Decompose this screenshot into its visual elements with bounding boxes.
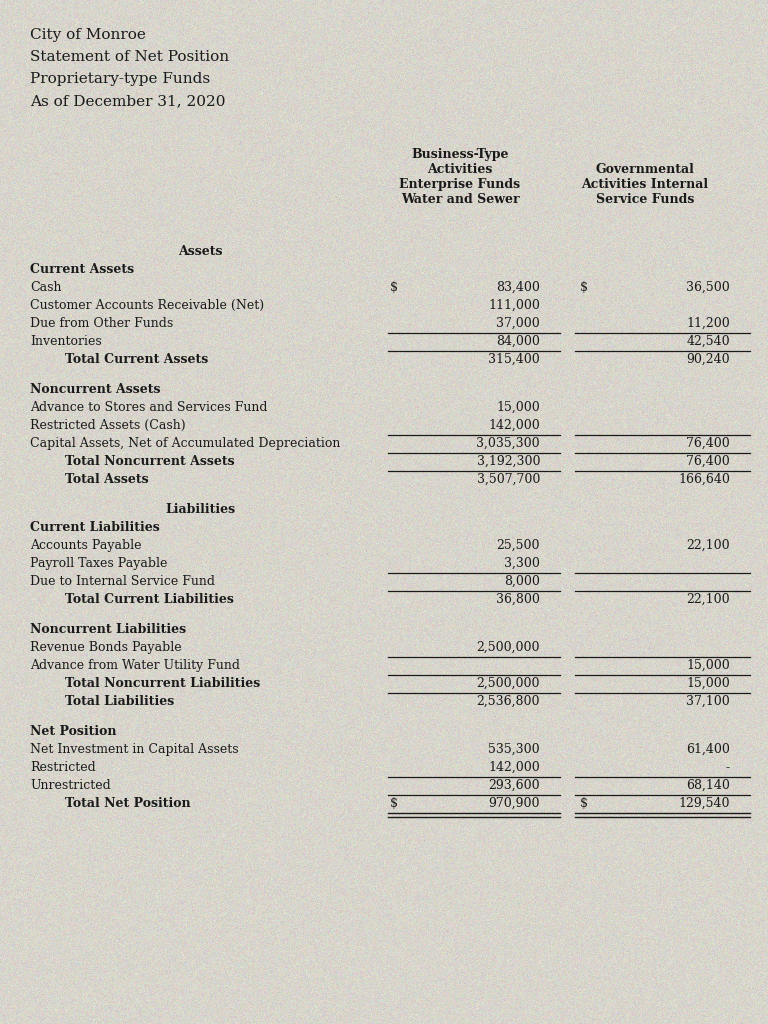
Text: Advance to Stores and Services Fund: Advance to Stores and Services Fund bbox=[30, 401, 267, 414]
Text: Due from Other Funds: Due from Other Funds bbox=[30, 317, 174, 330]
Text: 2,500,000: 2,500,000 bbox=[476, 677, 540, 690]
Text: Service Funds: Service Funds bbox=[596, 193, 694, 206]
Text: 76,400: 76,400 bbox=[687, 437, 730, 450]
Text: Payroll Taxes Payable: Payroll Taxes Payable bbox=[30, 557, 167, 570]
Text: Total Liabilities: Total Liabilities bbox=[30, 695, 174, 708]
Text: City of Monroe: City of Monroe bbox=[30, 28, 146, 42]
Text: 111,000: 111,000 bbox=[488, 299, 540, 312]
Text: Current Liabilities: Current Liabilities bbox=[30, 521, 160, 534]
Text: $: $ bbox=[390, 281, 398, 294]
Text: Assets: Assets bbox=[177, 245, 222, 258]
Text: 22,100: 22,100 bbox=[687, 539, 730, 552]
Text: Total Assets: Total Assets bbox=[30, 473, 149, 486]
Text: Capital Assets, Net of Accumulated Depreciation: Capital Assets, Net of Accumulated Depre… bbox=[30, 437, 340, 450]
Text: $: $ bbox=[580, 281, 588, 294]
Text: Cash: Cash bbox=[30, 281, 61, 294]
Text: 15,000: 15,000 bbox=[687, 677, 730, 690]
Text: 142,000: 142,000 bbox=[488, 761, 540, 774]
Text: 61,400: 61,400 bbox=[686, 743, 730, 756]
Text: 68,140: 68,140 bbox=[686, 779, 730, 792]
Text: 142,000: 142,000 bbox=[488, 419, 540, 432]
Text: Due to Internal Service Fund: Due to Internal Service Fund bbox=[30, 575, 215, 588]
Text: Proprietary-type Funds: Proprietary-type Funds bbox=[30, 72, 210, 86]
Text: Business-Type: Business-Type bbox=[411, 148, 508, 161]
Text: Activities Internal: Activities Internal bbox=[581, 178, 709, 191]
Text: 3,192,300: 3,192,300 bbox=[476, 455, 540, 468]
Text: 15,000: 15,000 bbox=[496, 401, 540, 414]
Text: Advance from Water Utility Fund: Advance from Water Utility Fund bbox=[30, 659, 240, 672]
Text: 3,300: 3,300 bbox=[504, 557, 540, 570]
Text: Net Position: Net Position bbox=[30, 725, 117, 738]
Text: 37,000: 37,000 bbox=[496, 317, 540, 330]
Text: 970,900: 970,900 bbox=[488, 797, 540, 810]
Text: 293,600: 293,600 bbox=[488, 779, 540, 792]
Text: 76,400: 76,400 bbox=[687, 455, 730, 468]
Text: 42,540: 42,540 bbox=[687, 335, 730, 348]
Text: 535,300: 535,300 bbox=[488, 743, 540, 756]
Text: Liabilities: Liabilities bbox=[165, 503, 235, 516]
Text: Total Current Liabilities: Total Current Liabilities bbox=[30, 593, 234, 606]
Text: Total Noncurrent Liabilities: Total Noncurrent Liabilities bbox=[30, 677, 260, 690]
Text: $: $ bbox=[580, 797, 588, 810]
Text: As of December 31, 2020: As of December 31, 2020 bbox=[30, 94, 226, 108]
Text: 166,640: 166,640 bbox=[678, 473, 730, 486]
Text: Restricted: Restricted bbox=[30, 761, 96, 774]
Text: Total Net Position: Total Net Position bbox=[30, 797, 190, 810]
Text: Enterprise Funds: Enterprise Funds bbox=[399, 178, 521, 191]
Text: Noncurrent Liabilities: Noncurrent Liabilities bbox=[30, 623, 186, 636]
Text: 36,800: 36,800 bbox=[496, 593, 540, 606]
Text: 2,500,000: 2,500,000 bbox=[476, 641, 540, 654]
Text: Activities: Activities bbox=[427, 163, 493, 176]
Text: Total Noncurrent Assets: Total Noncurrent Assets bbox=[30, 455, 235, 468]
Text: Net Investment in Capital Assets: Net Investment in Capital Assets bbox=[30, 743, 239, 756]
Text: Water and Sewer: Water and Sewer bbox=[401, 193, 519, 206]
Text: 36,500: 36,500 bbox=[687, 281, 730, 294]
Text: 3,507,700: 3,507,700 bbox=[477, 473, 540, 486]
Text: $: $ bbox=[390, 797, 398, 810]
Text: 315,400: 315,400 bbox=[488, 353, 540, 366]
Text: 2,536,800: 2,536,800 bbox=[476, 695, 540, 708]
Text: 90,240: 90,240 bbox=[687, 353, 730, 366]
Text: Customer Accounts Receivable (Net): Customer Accounts Receivable (Net) bbox=[30, 299, 264, 312]
Text: Inventories: Inventories bbox=[30, 335, 101, 348]
Text: Revenue Bonds Payable: Revenue Bonds Payable bbox=[30, 641, 181, 654]
Text: 83,400: 83,400 bbox=[496, 281, 540, 294]
Text: Restricted Assets (Cash): Restricted Assets (Cash) bbox=[30, 419, 186, 432]
Text: 22,100: 22,100 bbox=[687, 593, 730, 606]
Text: 129,540: 129,540 bbox=[678, 797, 730, 810]
Text: Accounts Payable: Accounts Payable bbox=[30, 539, 141, 552]
Text: Unrestricted: Unrestricted bbox=[30, 779, 111, 792]
Text: -: - bbox=[726, 761, 730, 774]
Text: 84,000: 84,000 bbox=[496, 335, 540, 348]
Text: Noncurrent Assets: Noncurrent Assets bbox=[30, 383, 161, 396]
Text: 37,100: 37,100 bbox=[687, 695, 730, 708]
Text: Current Assets: Current Assets bbox=[30, 263, 134, 276]
Text: 11,200: 11,200 bbox=[687, 317, 730, 330]
Text: 3,035,300: 3,035,300 bbox=[476, 437, 540, 450]
Text: Total Current Assets: Total Current Assets bbox=[30, 353, 208, 366]
Text: Governmental: Governmental bbox=[595, 163, 694, 176]
Text: 25,500: 25,500 bbox=[496, 539, 540, 552]
Text: 15,000: 15,000 bbox=[687, 659, 730, 672]
Text: 8,000: 8,000 bbox=[504, 575, 540, 588]
Text: Statement of Net Position: Statement of Net Position bbox=[30, 50, 229, 63]
